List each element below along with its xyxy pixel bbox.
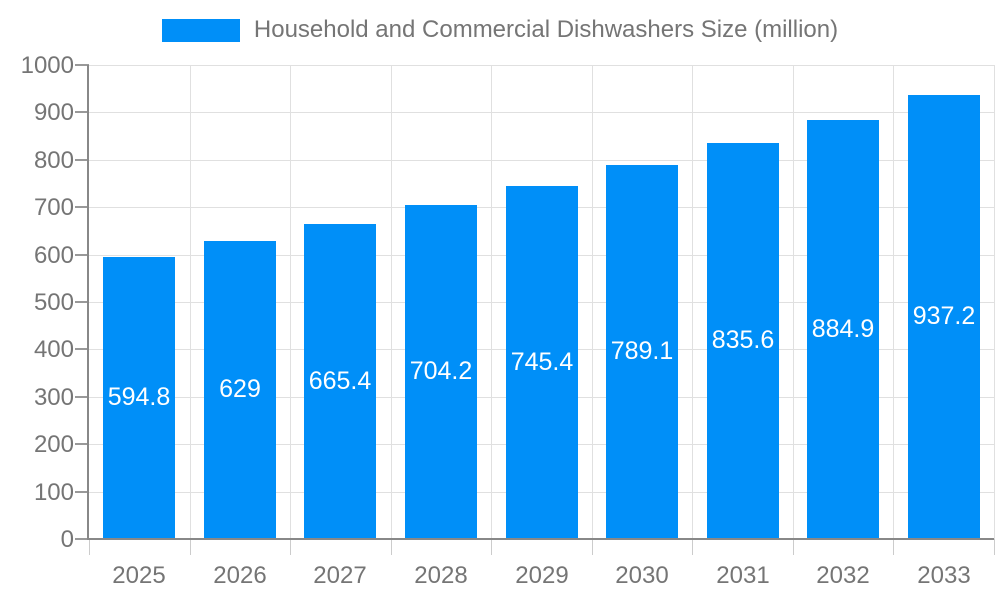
y-axis-tick [75, 111, 89, 113]
x-gridline [994, 65, 995, 539]
x-axis-category-label: 2028 [414, 562, 468, 589]
y-axis-tick [75, 206, 89, 208]
legend-swatch [161, 18, 240, 42]
y-axis-tick-label: 100 [33, 479, 74, 506]
x-axis-tick [994, 539, 995, 555]
x-axis-tick [89, 539, 90, 555]
x-gridline [391, 65, 392, 539]
x-axis-category-label: 2029 [515, 562, 569, 589]
y-axis-tick-label: 600 [33, 242, 74, 269]
x-gridline [190, 65, 191, 539]
bar-2027[interactable]: 665.4 [304, 224, 376, 538]
x-axis-tick [290, 539, 291, 555]
y-gridline [89, 65, 994, 66]
bar-value-label: 629 [219, 375, 261, 403]
bar-2028[interactable]: 704.2 [405, 205, 477, 538]
y-gridline [89, 160, 994, 161]
x-gridline [793, 65, 794, 539]
x-axis-line [87, 538, 994, 540]
x-axis-category-label: 2033 [917, 562, 971, 589]
x-gridline [290, 65, 291, 539]
x-gridline [893, 65, 894, 539]
y-axis-tick-label: 500 [33, 289, 74, 316]
y-axis-tick [75, 348, 89, 350]
x-axis-category-label: 2026 [213, 562, 267, 589]
y-axis-tick [75, 64, 89, 66]
y-axis-tick-label: 0 [60, 526, 74, 553]
bar-2032[interactable]: 884.9 [807, 120, 879, 538]
chart-legend[interactable]: Household and Commercial Dishwashers Siz… [0, 16, 1000, 44]
y-axis-tick-label: 700 [33, 194, 74, 221]
x-axis-tick [893, 539, 894, 555]
x-axis-tick [491, 539, 492, 555]
x-axis-tick [190, 539, 191, 555]
x-axis-category-label: 2031 [716, 562, 770, 589]
y-axis-tick [75, 443, 89, 445]
y-axis-tick [75, 491, 89, 493]
y-axis-line [87, 65, 89, 539]
x-axis-category-label: 2030 [615, 562, 669, 589]
bar-2033[interactable]: 937.2 [908, 95, 980, 538]
x-gridline [491, 65, 492, 539]
y-axis-tick-label: 800 [33, 147, 74, 174]
y-axis-tick-label: 400 [33, 336, 74, 363]
bar-value-label: 594.8 [107, 383, 171, 411]
y-axis-tick [75, 301, 89, 303]
bar-value-label: 789.1 [610, 337, 674, 365]
bar-2029[interactable]: 745.4 [506, 186, 578, 538]
bar-2031[interactable]: 835.6 [707, 143, 779, 538]
y-axis-tick [75, 396, 89, 398]
x-axis-category-label: 2032 [816, 562, 870, 589]
bar-value-label: 704.2 [409, 357, 473, 385]
x-gridline [692, 65, 693, 539]
y-axis-tick [75, 538, 89, 540]
x-axis-tick [592, 539, 593, 555]
bar-value-label: 937.2 [912, 302, 976, 330]
bar-2025[interactable]: 594.8 [103, 257, 175, 538]
bar-2030[interactable]: 789.1 [606, 165, 678, 538]
bar-value-label: 884.9 [811, 314, 875, 343]
y-axis-tick-label: 1000 [20, 52, 74, 79]
x-axis-tick [793, 539, 794, 555]
y-axis-tick-label: 900 [33, 99, 74, 126]
y-axis-tick [75, 159, 89, 161]
bar-value-label: 665.4 [308, 366, 372, 395]
bar-value-label: 835.6 [711, 326, 775, 354]
legend-label: Household and Commercial Dishwashers Siz… [253, 16, 839, 43]
x-axis-category-label: 2027 [313, 562, 367, 589]
x-axis-category-label: 2025 [112, 562, 166, 589]
bar-2026[interactable]: 629 [204, 241, 276, 538]
x-axis-tick [391, 539, 392, 555]
bar-value-label: 745.4 [510, 347, 574, 376]
y-axis-tick-label: 300 [33, 384, 74, 411]
y-axis-tick [75, 254, 89, 256]
x-axis-tick [692, 539, 693, 555]
y-gridline [89, 112, 994, 113]
y-axis-tick-label: 200 [33, 431, 74, 458]
x-gridline [592, 65, 593, 539]
